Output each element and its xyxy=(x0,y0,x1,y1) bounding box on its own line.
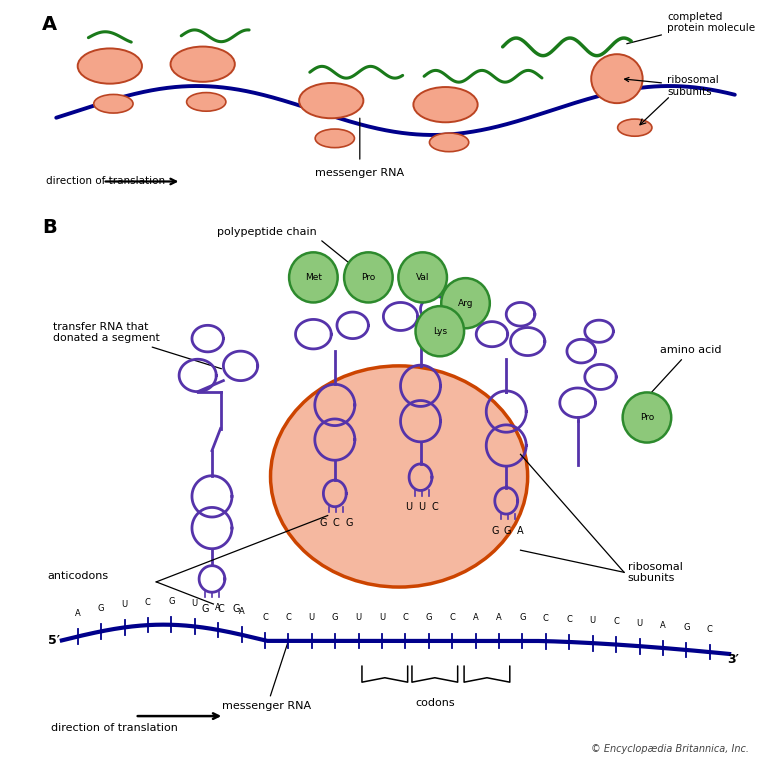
Text: G: G xyxy=(504,526,511,536)
Text: C: C xyxy=(543,614,549,623)
Text: A: A xyxy=(517,526,524,536)
Text: G: G xyxy=(319,518,327,528)
Ellipse shape xyxy=(617,119,652,136)
Text: C: C xyxy=(333,518,339,528)
Circle shape xyxy=(623,392,671,442)
Circle shape xyxy=(344,253,392,303)
Text: G: G xyxy=(346,518,353,528)
Ellipse shape xyxy=(591,55,643,103)
Text: C: C xyxy=(286,614,291,622)
Text: Met: Met xyxy=(305,273,322,282)
Text: G: G xyxy=(519,614,526,622)
Circle shape xyxy=(399,253,447,303)
Text: messenger RNA: messenger RNA xyxy=(223,644,312,711)
Text: A: A xyxy=(660,621,666,630)
Text: C: C xyxy=(566,614,572,624)
Text: Pro: Pro xyxy=(640,413,654,422)
Text: direction of translation: direction of translation xyxy=(45,177,164,187)
Text: anticodons: anticodons xyxy=(47,571,108,581)
Text: G: G xyxy=(425,614,432,622)
Text: G: G xyxy=(98,604,104,613)
Text: U: U xyxy=(121,600,127,609)
Text: C: C xyxy=(262,613,268,622)
Text: B: B xyxy=(42,218,57,237)
Text: C: C xyxy=(707,624,713,634)
Text: U: U xyxy=(309,614,315,622)
Circle shape xyxy=(442,278,490,328)
Text: messenger RNA: messenger RNA xyxy=(315,168,405,178)
Ellipse shape xyxy=(170,47,235,82)
Text: ribosomal
subunits: ribosomal subunits xyxy=(627,561,683,583)
Text: G: G xyxy=(491,526,498,536)
Text: G: G xyxy=(683,623,690,631)
Text: U: U xyxy=(379,614,385,622)
Text: C: C xyxy=(217,604,224,614)
Ellipse shape xyxy=(270,366,528,587)
Ellipse shape xyxy=(413,87,478,122)
Text: A: A xyxy=(215,603,221,611)
Ellipse shape xyxy=(94,94,133,113)
Text: 3′: 3′ xyxy=(727,653,740,666)
Text: U: U xyxy=(419,502,425,512)
Text: G: G xyxy=(332,614,339,622)
Text: A: A xyxy=(473,614,478,622)
Text: Lys: Lys xyxy=(432,326,447,336)
Text: A: A xyxy=(42,15,57,34)
Text: U: U xyxy=(637,619,643,627)
Ellipse shape xyxy=(315,129,355,147)
Text: ribosomal
subunits: ribosomal subunits xyxy=(624,75,719,97)
Ellipse shape xyxy=(299,83,363,118)
Text: C: C xyxy=(432,502,439,512)
Text: Arg: Arg xyxy=(458,299,473,308)
Text: U: U xyxy=(406,502,412,512)
Text: A: A xyxy=(74,609,81,618)
Circle shape xyxy=(415,306,464,356)
Text: U: U xyxy=(356,614,362,622)
Ellipse shape xyxy=(78,48,142,84)
Text: C: C xyxy=(402,614,409,622)
Text: A: A xyxy=(496,614,502,622)
Text: U: U xyxy=(192,599,198,608)
Text: polypeptide chain: polypeptide chain xyxy=(217,227,365,276)
Text: Val: Val xyxy=(416,273,429,282)
Text: U: U xyxy=(590,616,596,624)
Text: amino acid: amino acid xyxy=(644,345,721,401)
Circle shape xyxy=(289,253,338,303)
Text: C: C xyxy=(145,598,151,607)
Text: transfer RNA that
donated a segment: transfer RNA that donated a segment xyxy=(53,322,221,369)
Text: C: C xyxy=(613,617,619,626)
Ellipse shape xyxy=(187,93,226,111)
Text: C: C xyxy=(449,614,455,622)
Text: G: G xyxy=(201,604,209,614)
Text: direction of translation: direction of translation xyxy=(51,723,178,733)
Text: 5′: 5′ xyxy=(48,634,60,647)
Text: G: G xyxy=(168,598,174,607)
Ellipse shape xyxy=(429,133,468,151)
Text: © Encyclopædia Britannica, Inc.: © Encyclopædia Britannica, Inc. xyxy=(591,744,749,754)
Text: A: A xyxy=(239,607,244,617)
Text: completed
protein molecule: completed protein molecule xyxy=(627,12,755,44)
Text: codons: codons xyxy=(415,697,455,707)
Text: Pro: Pro xyxy=(361,273,376,282)
Text: G: G xyxy=(233,604,240,614)
